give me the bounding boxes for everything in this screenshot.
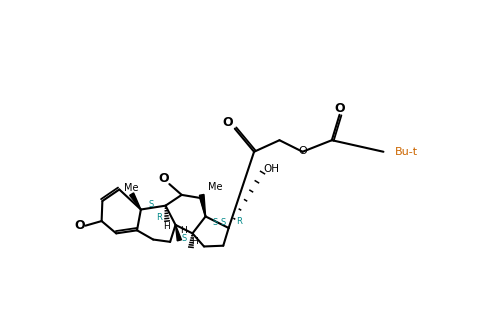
Polygon shape [175,225,181,241]
Text: S: S [220,218,226,227]
Text: R: R [236,216,242,226]
Text: H: H [191,237,198,246]
Text: H: H [181,226,187,235]
Text: Bu-t: Bu-t [395,147,418,157]
Text: O: O [159,172,169,185]
Text: Me: Me [124,183,139,193]
Polygon shape [130,193,141,209]
Text: R: R [156,214,161,222]
Text: Me: Me [207,182,222,192]
Text: OH: OH [264,164,280,174]
Text: O: O [298,146,307,156]
Text: O: O [334,102,345,115]
Text: O: O [222,116,233,129]
Text: O: O [74,219,85,232]
Text: S: S [148,200,153,209]
Text: S: S [212,218,217,227]
Polygon shape [199,194,205,216]
Text: S: S [181,234,186,243]
Text: H: H [163,222,170,231]
